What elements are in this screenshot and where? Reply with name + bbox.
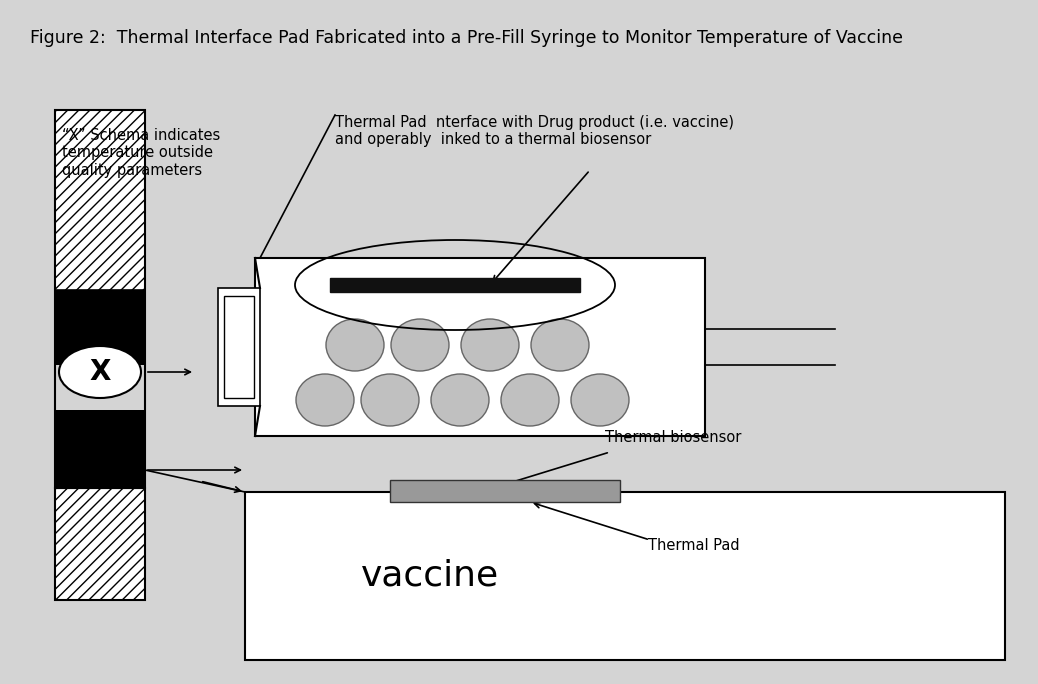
Ellipse shape xyxy=(296,374,354,426)
Ellipse shape xyxy=(571,374,629,426)
Bar xyxy=(55,410,145,488)
Text: Figure 2:  Thermal Interface Pad Fabricated into a Pre-Fill Syringe to Monitor T: Figure 2: Thermal Interface Pad Fabricat… xyxy=(30,29,903,47)
Ellipse shape xyxy=(501,374,559,426)
Text: “X” Schema indicates
temperature outside
quality parameters: “X” Schema indicates temperature outside… xyxy=(62,128,220,178)
Bar xyxy=(218,288,260,406)
Bar xyxy=(390,480,620,502)
Ellipse shape xyxy=(361,374,419,426)
Ellipse shape xyxy=(431,374,489,426)
Ellipse shape xyxy=(531,319,589,371)
Text: vaccine: vaccine xyxy=(361,559,499,593)
Bar xyxy=(245,492,1005,660)
Bar xyxy=(55,488,145,600)
Ellipse shape xyxy=(461,319,519,371)
Ellipse shape xyxy=(391,319,449,371)
Ellipse shape xyxy=(326,319,384,371)
Bar xyxy=(330,278,580,292)
Text: X: X xyxy=(89,358,111,386)
Bar xyxy=(55,290,145,365)
Text: Thermal biosensor: Thermal biosensor xyxy=(605,430,741,445)
Bar xyxy=(55,110,145,290)
Bar xyxy=(255,258,705,436)
Bar xyxy=(55,110,145,488)
Text: Thermal Pad: Thermal Pad xyxy=(648,538,740,553)
Text: Thermal Pad  nterface with Drug product (i.e. vaccine)
and operably  inked to a : Thermal Pad nterface with Drug product (… xyxy=(335,115,734,147)
Ellipse shape xyxy=(59,346,141,398)
Bar xyxy=(224,296,254,398)
Bar xyxy=(55,488,145,600)
